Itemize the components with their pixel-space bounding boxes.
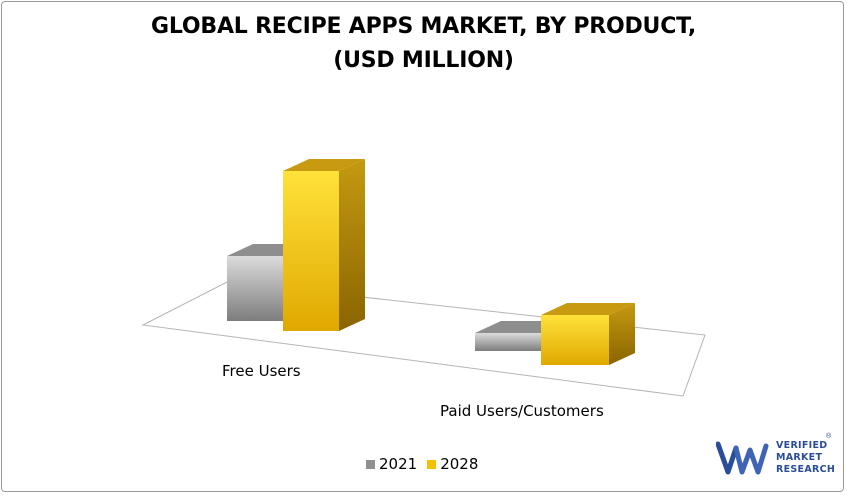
logo-text: VERIFIED MARKET RESEARCH [776,440,835,476]
bar-side-face [609,303,635,365]
bar-front-face [283,171,339,331]
logo-registered-mark: ® [826,433,832,440]
category-label-free-users: Free Users [222,362,301,380]
legend: 2021 2028 [366,455,488,473]
floor-plane [141,281,706,397]
bar-front-face [227,256,283,321]
chart-title-line2: (USD MILLION) [333,48,514,73]
chart-title-line1: GLOBAL RECIPE APPS MARKET, BY PRODUCT, [151,14,696,39]
verified-market-research-logo-icon [716,441,769,475]
bar-2028-free-users [283,159,365,331]
bar-front-face [541,315,609,365]
logo-line1: VERIFIED [776,440,828,451]
bar-front-face [475,333,541,351]
legend-item-2028: 2028 [427,455,478,473]
legend-label-2028: 2028 [440,455,479,473]
bar-top-face [283,159,365,171]
legend-swatch-2021 [366,459,375,469]
bar-side-face [339,159,365,331]
logo-line2: MARKET [776,452,823,463]
legend-swatch-2028 [427,459,437,469]
legend-label-2021: 2021 [379,455,418,473]
logo-line3: RESEARCH [776,464,836,475]
category-label-paid-users: Paid Users/Customers [440,402,604,420]
bar-2028-paid-users [541,303,635,365]
bar-top-face [541,303,635,315]
legend-item-2021: 2021 [366,455,417,473]
